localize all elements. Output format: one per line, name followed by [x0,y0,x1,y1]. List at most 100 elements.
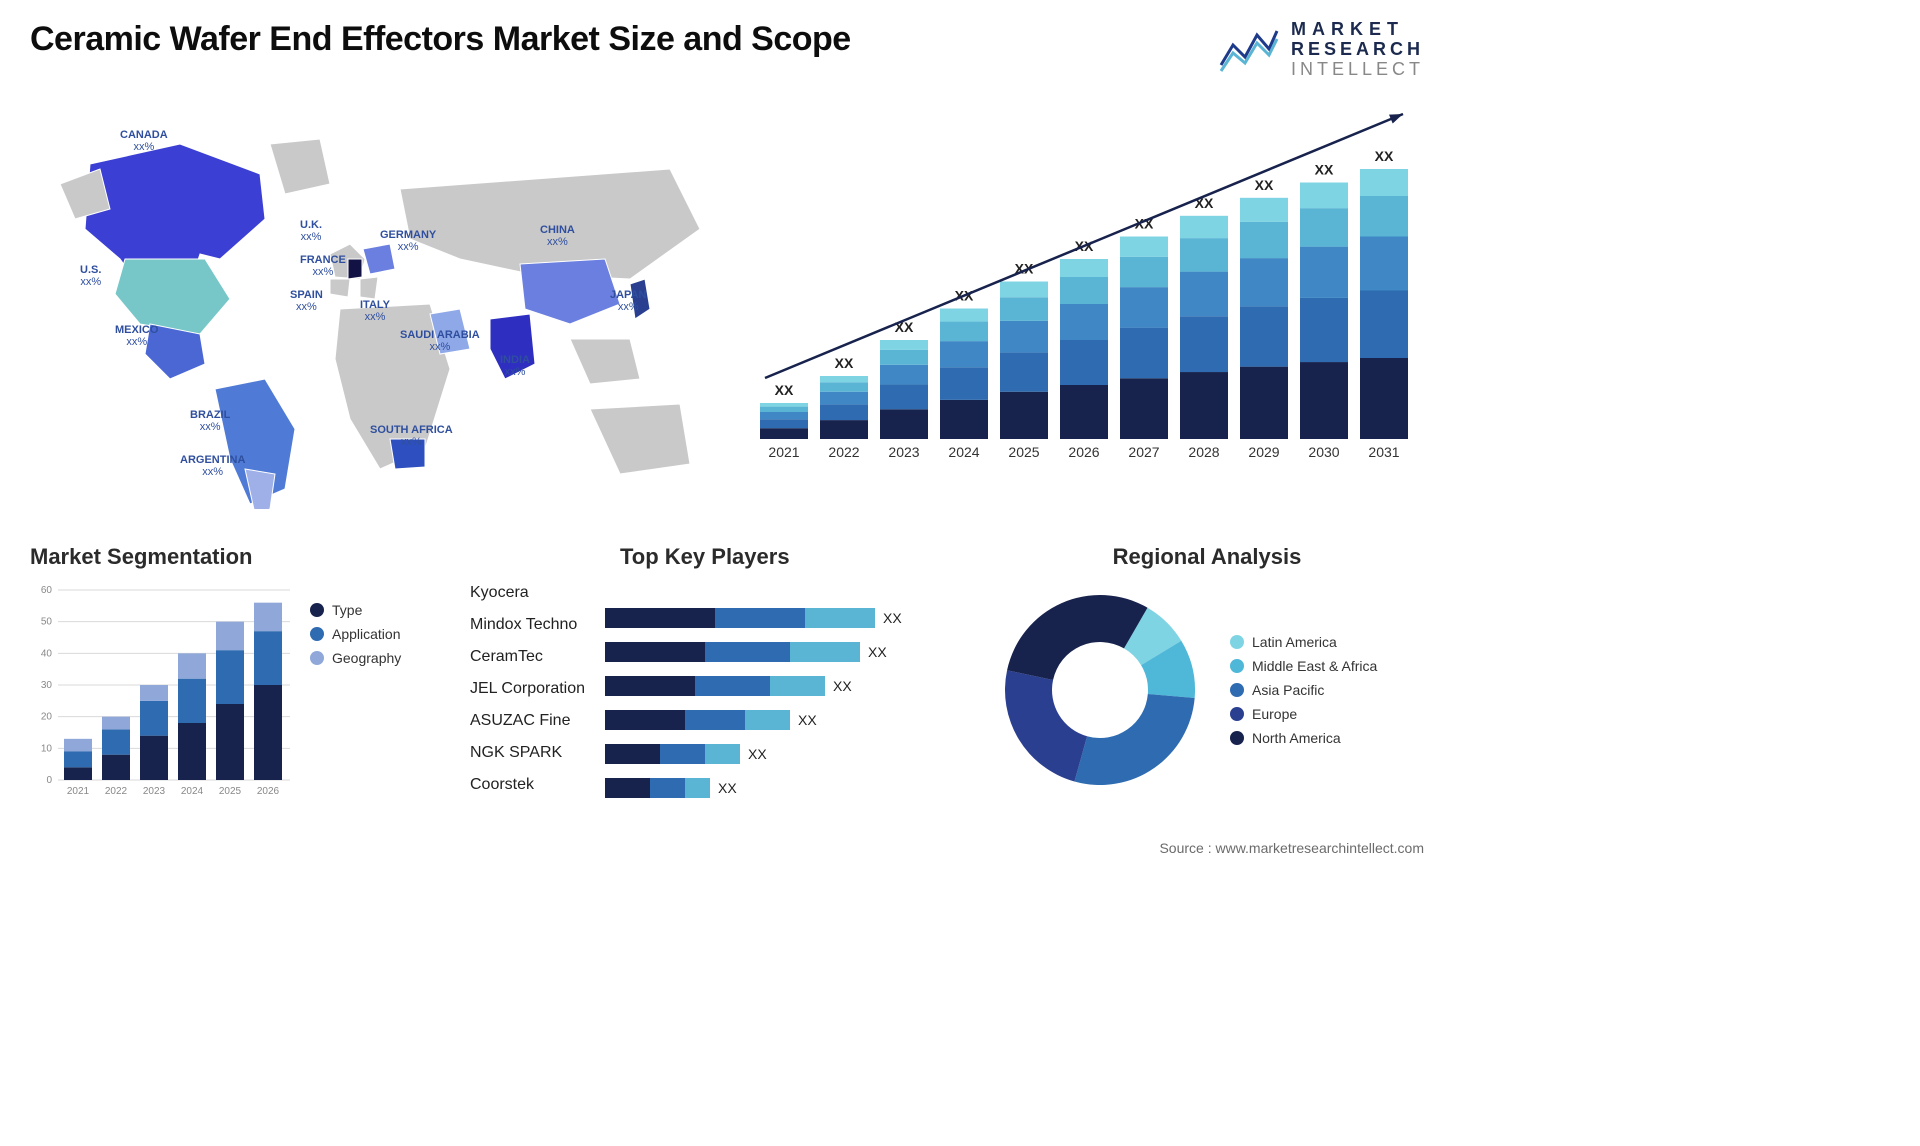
player-bar-segment [660,744,705,764]
svg-text:2022: 2022 [105,786,128,797]
regional-section: Regional Analysis Latin AmericaMiddle Ea… [990,544,1424,800]
player-name: NGK SPARK [470,744,585,762]
svg-text:2026: 2026 [1068,444,1099,460]
regional-legend: Latin America Middle East & Africa Asia Pa… [1230,626,1377,754]
player-bar-segment [605,710,685,730]
logo-line3: INTELLECT [1291,60,1424,80]
map-country-label: ITALYxx% [360,299,390,323]
player-bar-segment [605,642,705,662]
legend-label: Type [332,602,362,618]
svg-text:60: 60 [41,585,53,596]
player-bar [605,676,825,696]
svg-text:20: 20 [41,712,53,723]
legend-item: Asia Pacific [1230,682,1377,698]
player-bar-segment [605,778,650,798]
player-bar-segment [685,710,745,730]
map-country-label: SOUTH AFRICAxx% [370,424,453,448]
player-bar-segment [705,642,790,662]
legend-label: Application [332,626,401,642]
map-country-label: CANADAxx% [120,129,168,153]
legend-dot [310,627,324,641]
regional-donut-chart [990,580,1210,800]
legend-item: Application [310,626,401,642]
segmentation-chart: 0102030405060202120222023202420252026 [30,580,290,800]
legend-item: Type [310,602,401,618]
player-bar-value: XX [798,712,817,728]
map-country-label: BRAZILxx% [190,409,230,433]
svg-text:XX: XX [1255,177,1274,193]
legend-label: North America [1252,730,1341,746]
svg-text:XX: XX [835,355,854,371]
player-bar [605,642,860,662]
player-bar-segment [715,608,805,628]
map-country-label: GERMANYxx% [380,229,436,253]
svg-text:2026: 2026 [257,786,280,797]
player-bar-row: XX [605,608,902,628]
logo-line1: MARKET [1291,20,1424,40]
players-list: KyoceraMindox TechnoCeramTecJEL Corporat… [470,584,585,798]
player-name: Mindox Techno [470,616,585,634]
player-bar-row: XX [605,642,902,662]
logo-line2: RESEARCH [1291,40,1424,60]
player-bar [605,710,790,730]
player-bar-segment [805,608,875,628]
segmentation-legend: Type Application Geography [310,594,401,800]
legend-item: Middle East & Africa [1230,658,1377,674]
segmentation-title: Market Segmentation [30,544,290,570]
player-bar-value: XX [868,644,887,660]
svg-text:2028: 2028 [1188,444,1219,460]
player-bar-segment [605,608,715,628]
logo-icon [1219,25,1279,75]
svg-text:2023: 2023 [888,444,919,460]
player-bar [605,744,740,764]
map-country-label: ARGENTINAxx% [180,454,245,478]
players-section: Top Key Players KyoceraMindox TechnoCera… [470,544,970,800]
legend-label: Geography [332,650,401,666]
map-country-label: INDIAxx% [500,354,530,378]
player-bar-value: XX [833,678,852,694]
svg-text:2024: 2024 [181,786,204,797]
legend-label: Middle East & Africa [1252,658,1377,674]
player-bar-segment [685,778,710,798]
map-country-label: CHINAxx% [540,224,575,248]
player-bar-segment [705,744,740,764]
map-country-label: U.K.xx% [300,219,322,243]
map-country-label: SAUDI ARABIAxx% [400,329,480,353]
svg-text:2031: 2031 [1368,444,1399,460]
page-title: Ceramic Wafer End Effectors Market Size … [30,20,851,59]
legend-dot [1230,683,1244,697]
svg-text:XX: XX [1375,148,1394,164]
player-bar-row: XX [605,778,902,798]
player-bar-segment [650,778,685,798]
legend-dot [310,651,324,665]
player-bar-segment [770,676,825,696]
growth-chart-section: 2021XX2022XX2023XX2024XX2025XX2026XX2027… [750,109,1430,514]
svg-text:2029: 2029 [1248,444,1279,460]
player-bar [605,778,710,798]
legend-dot [1230,707,1244,721]
player-bar-value: XX [718,780,737,796]
legend-item: Europe [1230,706,1377,722]
svg-text:2023: 2023 [143,786,166,797]
player-name: Coorstek [470,776,585,794]
player-bar-row: XX [605,710,902,730]
source-attribution: Source : www.marketresearchintellect.com [1159,840,1424,856]
players-bars: XX XX XX XX XX XX [605,608,902,798]
map-country-label: JAPANxx% [610,289,646,313]
player-bar-row: XX [605,744,902,764]
legend-item: Latin America [1230,634,1377,650]
player-name: ASUZAC Fine [470,712,585,730]
legend-label: Latin America [1252,634,1337,650]
svg-text:10: 10 [41,744,53,755]
legend-label: Asia Pacific [1252,682,1324,698]
svg-text:2027: 2027 [1128,444,1159,460]
legend-item: North America [1230,730,1377,746]
world-map-section: CANADAxx%U.S.xx%MEXICOxx%BRAZILxx%ARGENT… [30,109,730,514]
svg-text:2025: 2025 [219,786,242,797]
map-country-label: FRANCExx% [300,254,346,278]
player-bar-segment [695,676,770,696]
player-bar-row: XX [605,676,902,696]
map-country-label: SPAINxx% [290,289,323,313]
player-bar-segment [605,744,660,764]
svg-text:2021: 2021 [67,786,90,797]
